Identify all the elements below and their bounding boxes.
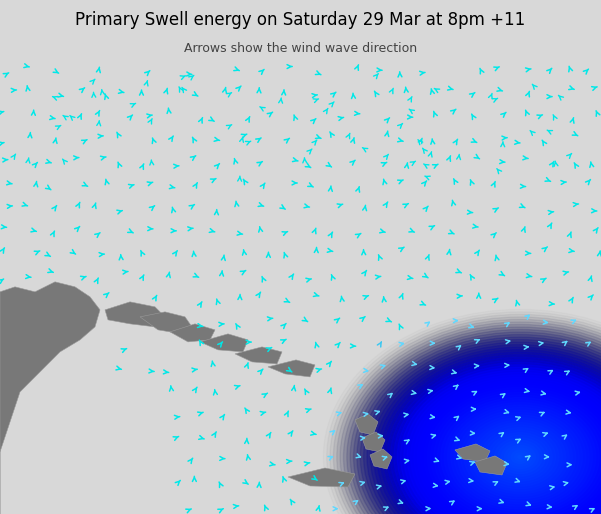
Ellipse shape [377, 350, 601, 514]
Ellipse shape [488, 433, 552, 481]
Polygon shape [235, 347, 282, 364]
Ellipse shape [400, 368, 601, 514]
Ellipse shape [505, 446, 535, 469]
Polygon shape [140, 312, 192, 334]
Ellipse shape [380, 352, 601, 514]
Ellipse shape [434, 393, 601, 514]
Ellipse shape [431, 390, 601, 514]
Ellipse shape [410, 375, 601, 514]
Ellipse shape [511, 450, 529, 464]
Ellipse shape [414, 377, 601, 514]
Ellipse shape [407, 372, 601, 514]
Ellipse shape [501, 443, 538, 471]
Ellipse shape [370, 344, 601, 514]
Polygon shape [288, 468, 355, 487]
Ellipse shape [444, 400, 596, 514]
Ellipse shape [391, 360, 601, 514]
Ellipse shape [367, 342, 601, 514]
Ellipse shape [491, 435, 549, 479]
Ellipse shape [484, 430, 555, 484]
Ellipse shape [360, 337, 601, 514]
Ellipse shape [421, 382, 601, 514]
Ellipse shape [350, 329, 601, 514]
Ellipse shape [518, 455, 522, 458]
Polygon shape [170, 324, 215, 342]
Ellipse shape [465, 415, 576, 499]
Ellipse shape [424, 385, 601, 514]
Polygon shape [200, 334, 248, 352]
Polygon shape [355, 414, 378, 435]
Polygon shape [475, 456, 507, 475]
Ellipse shape [508, 448, 532, 466]
Ellipse shape [404, 370, 601, 514]
Ellipse shape [461, 413, 579, 501]
Ellipse shape [451, 405, 589, 509]
Ellipse shape [498, 440, 542, 473]
Ellipse shape [364, 340, 601, 514]
Ellipse shape [374, 347, 601, 514]
Ellipse shape [347, 327, 601, 514]
Ellipse shape [384, 355, 601, 514]
Ellipse shape [340, 322, 601, 514]
Ellipse shape [514, 453, 525, 461]
Ellipse shape [357, 335, 601, 514]
Ellipse shape [495, 438, 546, 476]
Polygon shape [0, 282, 100, 514]
Ellipse shape [417, 380, 601, 514]
Ellipse shape [337, 319, 601, 514]
Ellipse shape [457, 410, 582, 504]
Polygon shape [455, 444, 490, 462]
Ellipse shape [394, 362, 601, 514]
Ellipse shape [344, 324, 601, 514]
Ellipse shape [438, 395, 601, 514]
Ellipse shape [468, 418, 572, 496]
Polygon shape [105, 302, 165, 327]
Ellipse shape [334, 317, 601, 514]
Ellipse shape [478, 425, 563, 489]
Ellipse shape [474, 423, 566, 491]
Ellipse shape [454, 408, 586, 506]
Polygon shape [362, 432, 385, 452]
Ellipse shape [471, 420, 569, 494]
Ellipse shape [441, 397, 599, 514]
Ellipse shape [397, 365, 601, 514]
Ellipse shape [427, 388, 601, 514]
Ellipse shape [387, 357, 601, 514]
Ellipse shape [353, 332, 601, 514]
Text: Arrows show the wind wave direction: Arrows show the wind wave direction [184, 42, 417, 54]
Polygon shape [268, 360, 315, 377]
Text: Primary Swell energy on Saturday 29 Mar at 8pm +11: Primary Swell energy on Saturday 29 Mar … [75, 11, 526, 29]
Ellipse shape [481, 428, 559, 486]
Polygon shape [370, 449, 392, 469]
Ellipse shape [448, 402, 593, 511]
